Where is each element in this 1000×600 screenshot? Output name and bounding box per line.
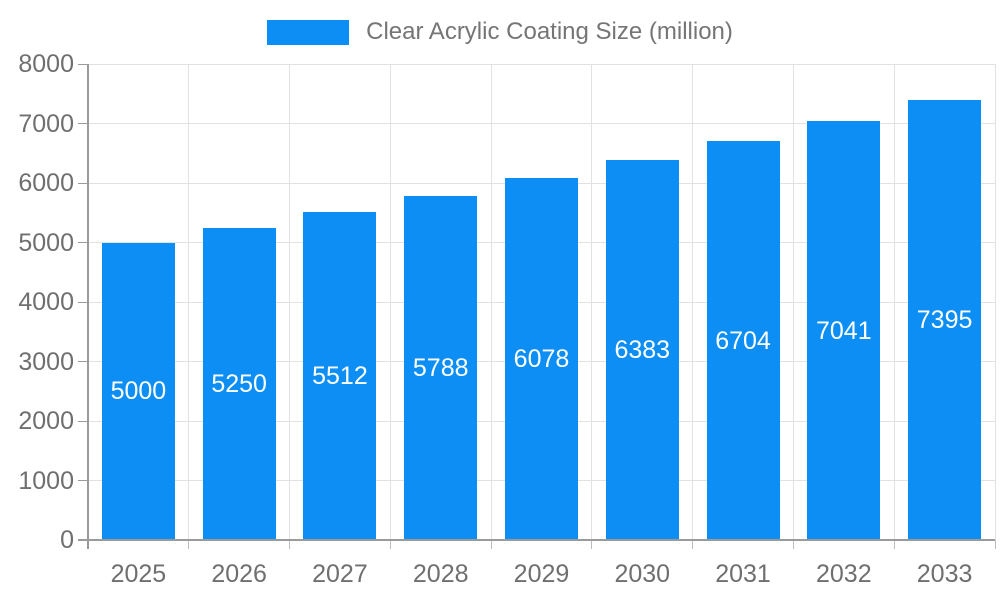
x-tick-label: 2029 bbox=[513, 560, 570, 588]
y-tick-label: 4000 bbox=[18, 288, 74, 316]
x-gridline bbox=[893, 64, 895, 540]
y-tick-label: 8000 bbox=[18, 50, 74, 78]
x-tick-label: 2033 bbox=[916, 560, 973, 588]
bar[interactable] bbox=[404, 195, 478, 540]
bar-value-label: 5000 bbox=[110, 377, 167, 406]
x-tick-label: 2026 bbox=[211, 560, 267, 588]
y-tick-label: 2000 bbox=[18, 407, 74, 435]
y-axis-tick bbox=[78, 420, 88, 422]
x-boundary-tick bbox=[591, 540, 593, 549]
bar-value-label: 5512 bbox=[312, 362, 368, 391]
y-tick-label: 3000 bbox=[18, 347, 74, 376]
y-tick-label: 6000 bbox=[18, 169, 74, 197]
bar[interactable] bbox=[505, 178, 578, 540]
x-gridline bbox=[289, 64, 291, 540]
x-tick-label: 2031 bbox=[715, 560, 771, 588]
y-tick-label: 7000 bbox=[18, 109, 74, 138]
x-gridline bbox=[389, 64, 391, 540]
y-tick-label: 1000 bbox=[18, 466, 74, 495]
y-axis-tick bbox=[78, 182, 88, 184]
y-axis-tick bbox=[78, 63, 88, 65]
y-gridline bbox=[88, 123, 995, 124]
bar-value-label: 7395 bbox=[916, 305, 973, 334]
legend-label: Clear Acrylic Coating Size (million) bbox=[366, 18, 733, 45]
x-boundary-tick bbox=[893, 540, 895, 549]
bar-value-label: 6383 bbox=[614, 336, 671, 365]
x-gridline bbox=[490, 64, 492, 540]
bar[interactable] bbox=[202, 227, 276, 540]
legend: Clear Acrylic Coating Size (million) bbox=[0, 18, 1000, 46]
x-tick-label: 2028 bbox=[412, 560, 469, 588]
x-boundary-tick bbox=[289, 540, 291, 549]
bar[interactable] bbox=[605, 160, 679, 540]
x-gridline bbox=[692, 64, 694, 540]
y-gridline bbox=[88, 63, 995, 65]
bar-value-label: 6704 bbox=[715, 326, 771, 355]
x-axis-line bbox=[78, 539, 995, 541]
bar[interactable] bbox=[303, 212, 377, 540]
bar[interactable] bbox=[706, 141, 780, 540]
legend-swatch bbox=[267, 19, 350, 45]
y-tick-label: 0 bbox=[60, 526, 74, 554]
x-tick-label: 2030 bbox=[614, 560, 671, 588]
y-axis-tick bbox=[78, 480, 88, 481]
y-axis-tick bbox=[78, 301, 88, 303]
y-tick-label: 5000 bbox=[18, 228, 74, 257]
x-gridline bbox=[792, 64, 794, 540]
y-axis-tick bbox=[78, 361, 88, 362]
bar[interactable] bbox=[908, 99, 982, 540]
x-boundary-tick bbox=[389, 540, 391, 549]
bar-value-label: 6078 bbox=[513, 345, 570, 374]
x-boundary-tick bbox=[994, 540, 996, 549]
y-axis-tick bbox=[78, 242, 88, 243]
bar-value-label: 7041 bbox=[816, 316, 872, 345]
bar-value-label: 5250 bbox=[211, 369, 267, 398]
x-boundary-tick bbox=[792, 540, 794, 549]
x-gridline bbox=[591, 64, 593, 540]
bar-value-label: 5788 bbox=[412, 353, 469, 382]
y-axis-tick bbox=[78, 123, 88, 124]
x-gridline bbox=[188, 64, 190, 540]
x-boundary-tick bbox=[692, 540, 694, 549]
x-tick-label: 2032 bbox=[816, 560, 872, 588]
x-gridline bbox=[994, 64, 996, 540]
bar[interactable] bbox=[101, 242, 175, 540]
x-tick-label: 2025 bbox=[110, 560, 167, 588]
x-boundary-tick bbox=[188, 540, 190, 549]
x-boundary-tick bbox=[490, 540, 492, 549]
bar[interactable] bbox=[807, 121, 881, 540]
y-axis-line bbox=[87, 64, 89, 549]
x-tick-label: 2027 bbox=[312, 560, 368, 588]
